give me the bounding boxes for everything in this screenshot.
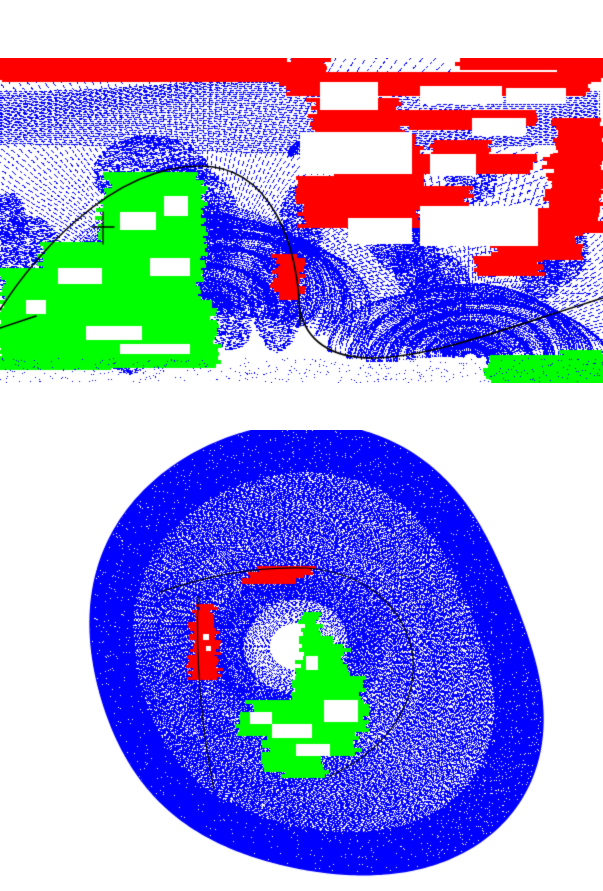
lower-panel-canvas xyxy=(0,430,603,891)
lower-lobe-panel xyxy=(0,430,603,891)
upper-rectangular-panel xyxy=(0,58,603,383)
upper-panel-canvas xyxy=(0,58,603,383)
